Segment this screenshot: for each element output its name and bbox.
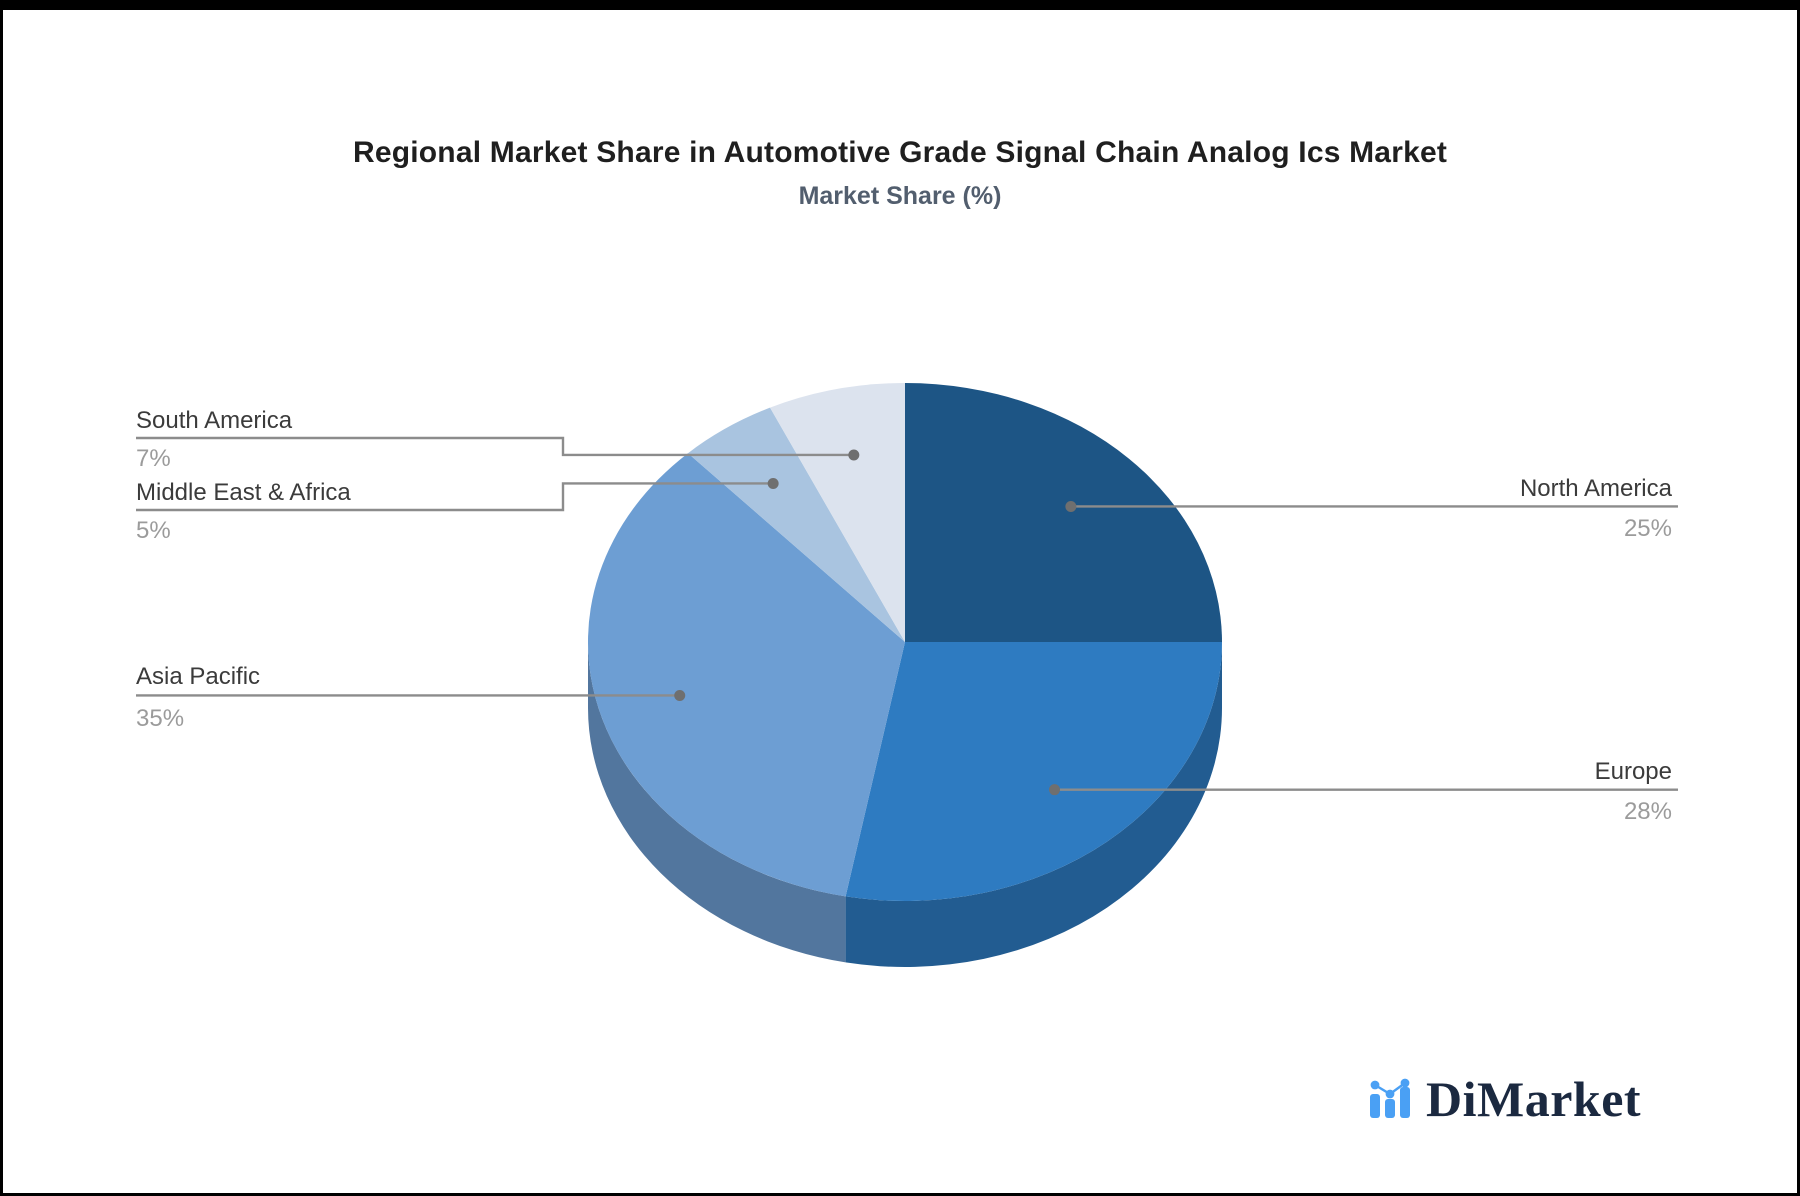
- value-south-america: 7%: [136, 445, 171, 472]
- pie-slice-middle-east-africa[interactable]: [687, 407, 905, 642]
- pie-slice-north-america[interactable]: [905, 383, 1222, 642]
- pie-side-europe: [845, 642, 1223, 968]
- logo-bar-chart-icon: [1370, 1078, 1410, 1118]
- pie-slice-south-america[interactable]: [770, 383, 905, 642]
- label-asia-pacific: Asia Pacific: [136, 663, 261, 690]
- label-south-america: South America: [136, 407, 293, 434]
- value-europe: 28%: [1623, 798, 1672, 825]
- leader-dot-north-america: [1065, 500, 1077, 512]
- pie-side-asia-pacific: [588, 642, 846, 963]
- value-north-america: 25%: [1623, 515, 1672, 542]
- pie-slice-asia-pacific[interactable]: [587, 453, 905, 897]
- value-middle-east-africa: 5%: [136, 517, 171, 544]
- label-europe: Europe: [1594, 758, 1672, 785]
- dimarket-logo: DiMarket: [1366, 1052, 1686, 1127]
- pie-slice-europe[interactable]: [845, 642, 1223, 901]
- value-asia-pacific: 35%: [136, 705, 185, 732]
- leader-dot-asia-pacific: [674, 689, 686, 701]
- leader-dot-europe: [1049, 784, 1061, 796]
- logo-text: DiMarket: [1426, 1071, 1642, 1127]
- leader-line-south-america: [136, 436, 854, 457]
- leader-dot-south-america: [848, 449, 860, 461]
- label-north-america: North America: [1519, 475, 1672, 502]
- chart-subtitle: Market Share (%): [798, 182, 1002, 210]
- pie-chart: [136, 383, 1678, 968]
- leader-line-middle-east-africa: [136, 482, 774, 512]
- chart-title: Regional Market Share in Automotive Grad…: [352, 136, 1448, 169]
- label-middle-east-africa: Middle East & Africa: [136, 479, 351, 506]
- leader-dot-middle-east-africa: [767, 477, 779, 489]
